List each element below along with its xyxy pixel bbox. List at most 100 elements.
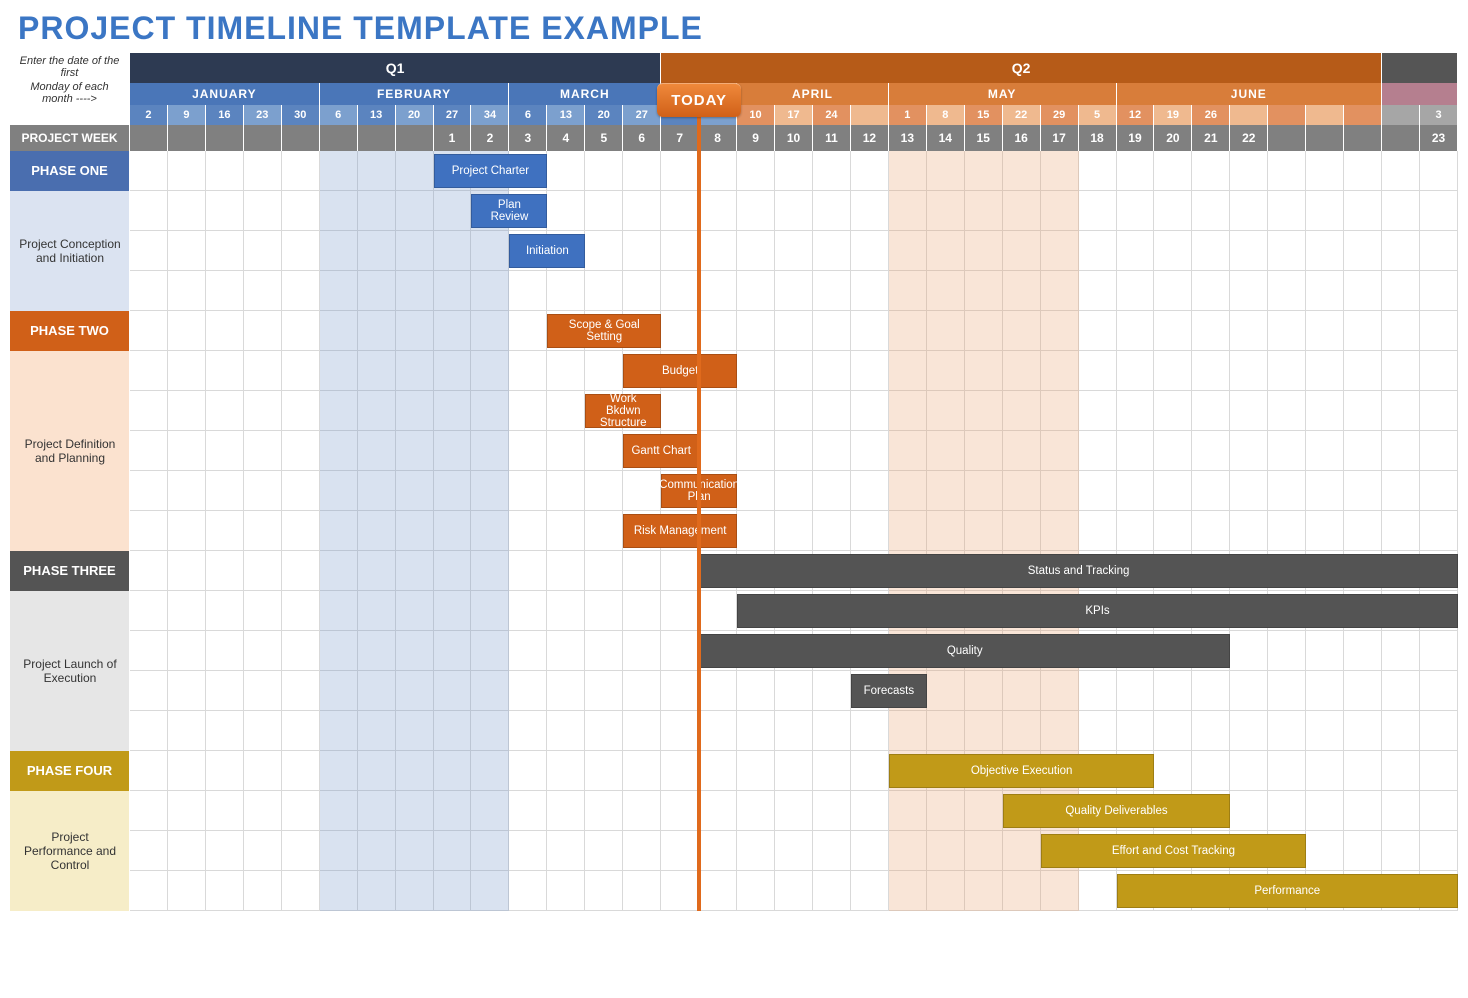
phase-subtitle-cell: [10, 671, 130, 711]
header-cell: [1344, 125, 1382, 151]
grid-cell: [206, 431, 244, 471]
grid-cell: [206, 751, 244, 791]
grid-cell: [1003, 351, 1041, 391]
grid-cell: [585, 191, 623, 231]
grid-cell: [661, 551, 699, 591]
grid-cell: [1268, 631, 1306, 671]
grid-cell: [1306, 231, 1344, 271]
grid-cell: [927, 511, 965, 551]
grid-cell: [130, 351, 168, 391]
grid-cell: [1268, 151, 1306, 191]
task-bar[interactable]: Gantt Chart: [623, 434, 699, 468]
task-bar[interactable]: Project Charter: [434, 154, 548, 188]
task-bar[interactable]: Scope & Goal Setting: [547, 314, 661, 348]
task-bar[interactable]: Budget: [623, 354, 737, 388]
grid-cell: [206, 271, 244, 311]
grid-cell: [244, 791, 282, 831]
grid-cell: [320, 551, 358, 591]
header-cell: [206, 125, 244, 151]
task-bar[interactable]: Plan Review: [471, 194, 547, 228]
grid-cell: [623, 751, 661, 791]
grid-cell: [1382, 271, 1420, 311]
grid-cell: [1268, 751, 1306, 791]
task-bar[interactable]: Objective Execution: [889, 754, 1155, 788]
grid-cell: [434, 351, 472, 391]
grid-cell: [1041, 271, 1079, 311]
grid-cell: [471, 431, 509, 471]
grid-cell: [1079, 271, 1117, 311]
grid-cell: [889, 231, 927, 271]
grid-cell: [282, 711, 320, 751]
task-bar[interactable]: Work Bkdwn Structure: [585, 394, 661, 428]
task-bar[interactable]: Quality: [699, 634, 1230, 668]
grid-cell: [889, 191, 927, 231]
grid-cell: [282, 591, 320, 631]
task-bar[interactable]: Quality Deliverables: [1003, 794, 1231, 828]
header-cell: [1382, 83, 1458, 105]
grid-cell: [1382, 831, 1420, 871]
grid-cell: [434, 511, 472, 551]
task-bar[interactable]: Initiation: [509, 234, 585, 268]
grid-cell: [244, 871, 282, 911]
header-cell: 2: [130, 105, 168, 125]
grid-cell: [244, 311, 282, 351]
grid-cell: [737, 871, 775, 911]
grid-cell: [1041, 311, 1079, 351]
grid-cell: [775, 231, 813, 271]
grid-cell: [965, 391, 1003, 431]
header-cell: 1: [434, 125, 472, 151]
grid-cell: [623, 631, 661, 671]
task-bar[interactable]: Forecasts: [851, 674, 927, 708]
grid-cell: [1192, 311, 1230, 351]
task-bar[interactable]: Risk Management: [623, 514, 737, 548]
grid-cell: [282, 271, 320, 311]
grid-cell: [775, 391, 813, 431]
task-bar[interactable]: Effort and Cost Tracking: [1041, 834, 1307, 868]
grid-cell: [813, 831, 851, 871]
grid-cell: [509, 711, 547, 751]
grid-cell: [1344, 191, 1382, 231]
header-cell: 21: [1192, 125, 1230, 151]
header-cell: 1: [889, 105, 927, 125]
grid-cell: [1268, 351, 1306, 391]
grid-cell: [775, 511, 813, 551]
grid-cell: [130, 671, 168, 711]
grid-cell: [244, 631, 282, 671]
grid-cell: [1041, 351, 1079, 391]
grid-cell: [434, 791, 472, 831]
grid-cell: [1192, 471, 1230, 511]
grid-cell: [1306, 311, 1344, 351]
task-bar[interactable]: Performance: [1117, 874, 1458, 908]
grid-cell: [168, 351, 206, 391]
grid-cell: [737, 711, 775, 751]
grid-cell: [244, 231, 282, 271]
grid-cell: [1003, 871, 1041, 911]
grid-cell: [927, 231, 965, 271]
grid-cell: [1192, 711, 1230, 751]
grid-cell: [434, 751, 472, 791]
header-cell: MARCH: [509, 83, 661, 105]
grid-cell: [1041, 871, 1079, 911]
grid-cell: [661, 631, 699, 671]
task-bar[interactable]: Status and Tracking: [699, 554, 1458, 588]
grid-cell: [775, 831, 813, 871]
header-cell: [1382, 105, 1420, 125]
header-cell: 34: [471, 105, 509, 125]
grid-cell: [1192, 191, 1230, 231]
grid-cell: [282, 871, 320, 911]
grid-cell: [1420, 271, 1458, 311]
header-cell: 20: [1154, 125, 1192, 151]
header-note: Enter the date of the first: [10, 53, 130, 83]
grid-cell: [889, 351, 927, 391]
grid-cell: [737, 831, 775, 871]
grid-cell: [1154, 431, 1192, 471]
grid-cell: [1154, 671, 1192, 711]
header-cell: Q1: [130, 53, 661, 83]
grid-cell: [320, 231, 358, 271]
grid-cell: [130, 551, 168, 591]
grid-cell: [813, 191, 851, 231]
grid-cell: [471, 231, 509, 271]
task-bar[interactable]: KPIs: [737, 594, 1458, 628]
grid-cell: [434, 431, 472, 471]
grid-cell: [434, 191, 472, 231]
